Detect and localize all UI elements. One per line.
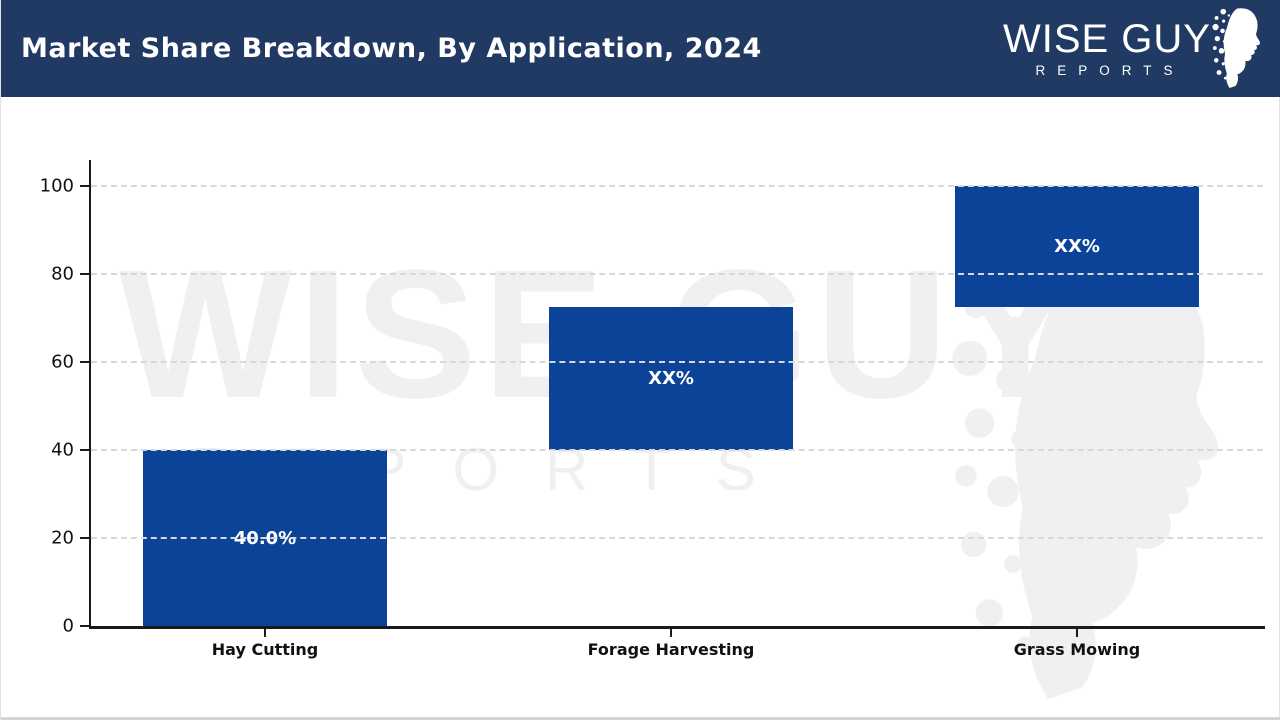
- x-tick-label: Grass Mowing: [1013, 640, 1141, 659]
- y-tick-label: 100: [39, 175, 74, 197]
- bar-segment: XX%: [955, 186, 1199, 307]
- y-axis-tick: [80, 625, 89, 627]
- y-tick-label: 0: [62, 615, 74, 637]
- logo-text: WISE GUY REPORTS: [1003, 19, 1211, 78]
- logo-subtitle: REPORTS: [1035, 63, 1185, 79]
- header-bar: Market Share Breakdown, By Application, …: [1, 0, 1280, 97]
- x-axis-tick: [1076, 628, 1078, 637]
- y-axis-tick: [80, 449, 89, 451]
- bar-value-label: XX%: [648, 368, 694, 389]
- logo-face-icon: [1211, 5, 1267, 93]
- y-axis-tick: [80, 273, 89, 275]
- y-axis-tick: [80, 537, 89, 539]
- x-axis-spine: [89, 626, 1265, 629]
- x-axis-tick: [264, 628, 266, 637]
- y-tick-label: 60: [51, 351, 74, 373]
- y-axis-spine: [89, 160, 91, 628]
- y-tick-label: 20: [51, 527, 74, 549]
- x-tick-label: Hay Cutting: [211, 640, 319, 659]
- x-tick-label: Forage Harvesting: [587, 640, 755, 659]
- bar-segment: XX%: [549, 307, 793, 450]
- y-axis-tick: [80, 361, 89, 363]
- logo-wordmark: WISE GUY: [1002, 17, 1211, 62]
- gridline: [91, 361, 1263, 363]
- wise-guy-logo: WISE GUY REPORTS: [1003, 5, 1280, 93]
- page-title: Market Share Breakdown, By Application, …: [21, 33, 762, 64]
- x-axis-tick: [670, 628, 672, 637]
- gridline: [91, 537, 1263, 539]
- gridline: [91, 449, 1263, 451]
- gridline: [91, 273, 1263, 275]
- y-tick-label: 80: [51, 263, 74, 285]
- gridline: [91, 185, 1263, 187]
- y-tick-label: 40: [51, 439, 74, 461]
- bottom-edge-line: [1, 717, 1280, 720]
- y-axis-tick: [80, 185, 89, 187]
- bar-value-label: XX%: [1054, 236, 1100, 257]
- chart-plot-area: 40.0% XX% XX% 0 20 40 60 80 100 Hay Cutting Forage…: [1, 97, 1280, 717]
